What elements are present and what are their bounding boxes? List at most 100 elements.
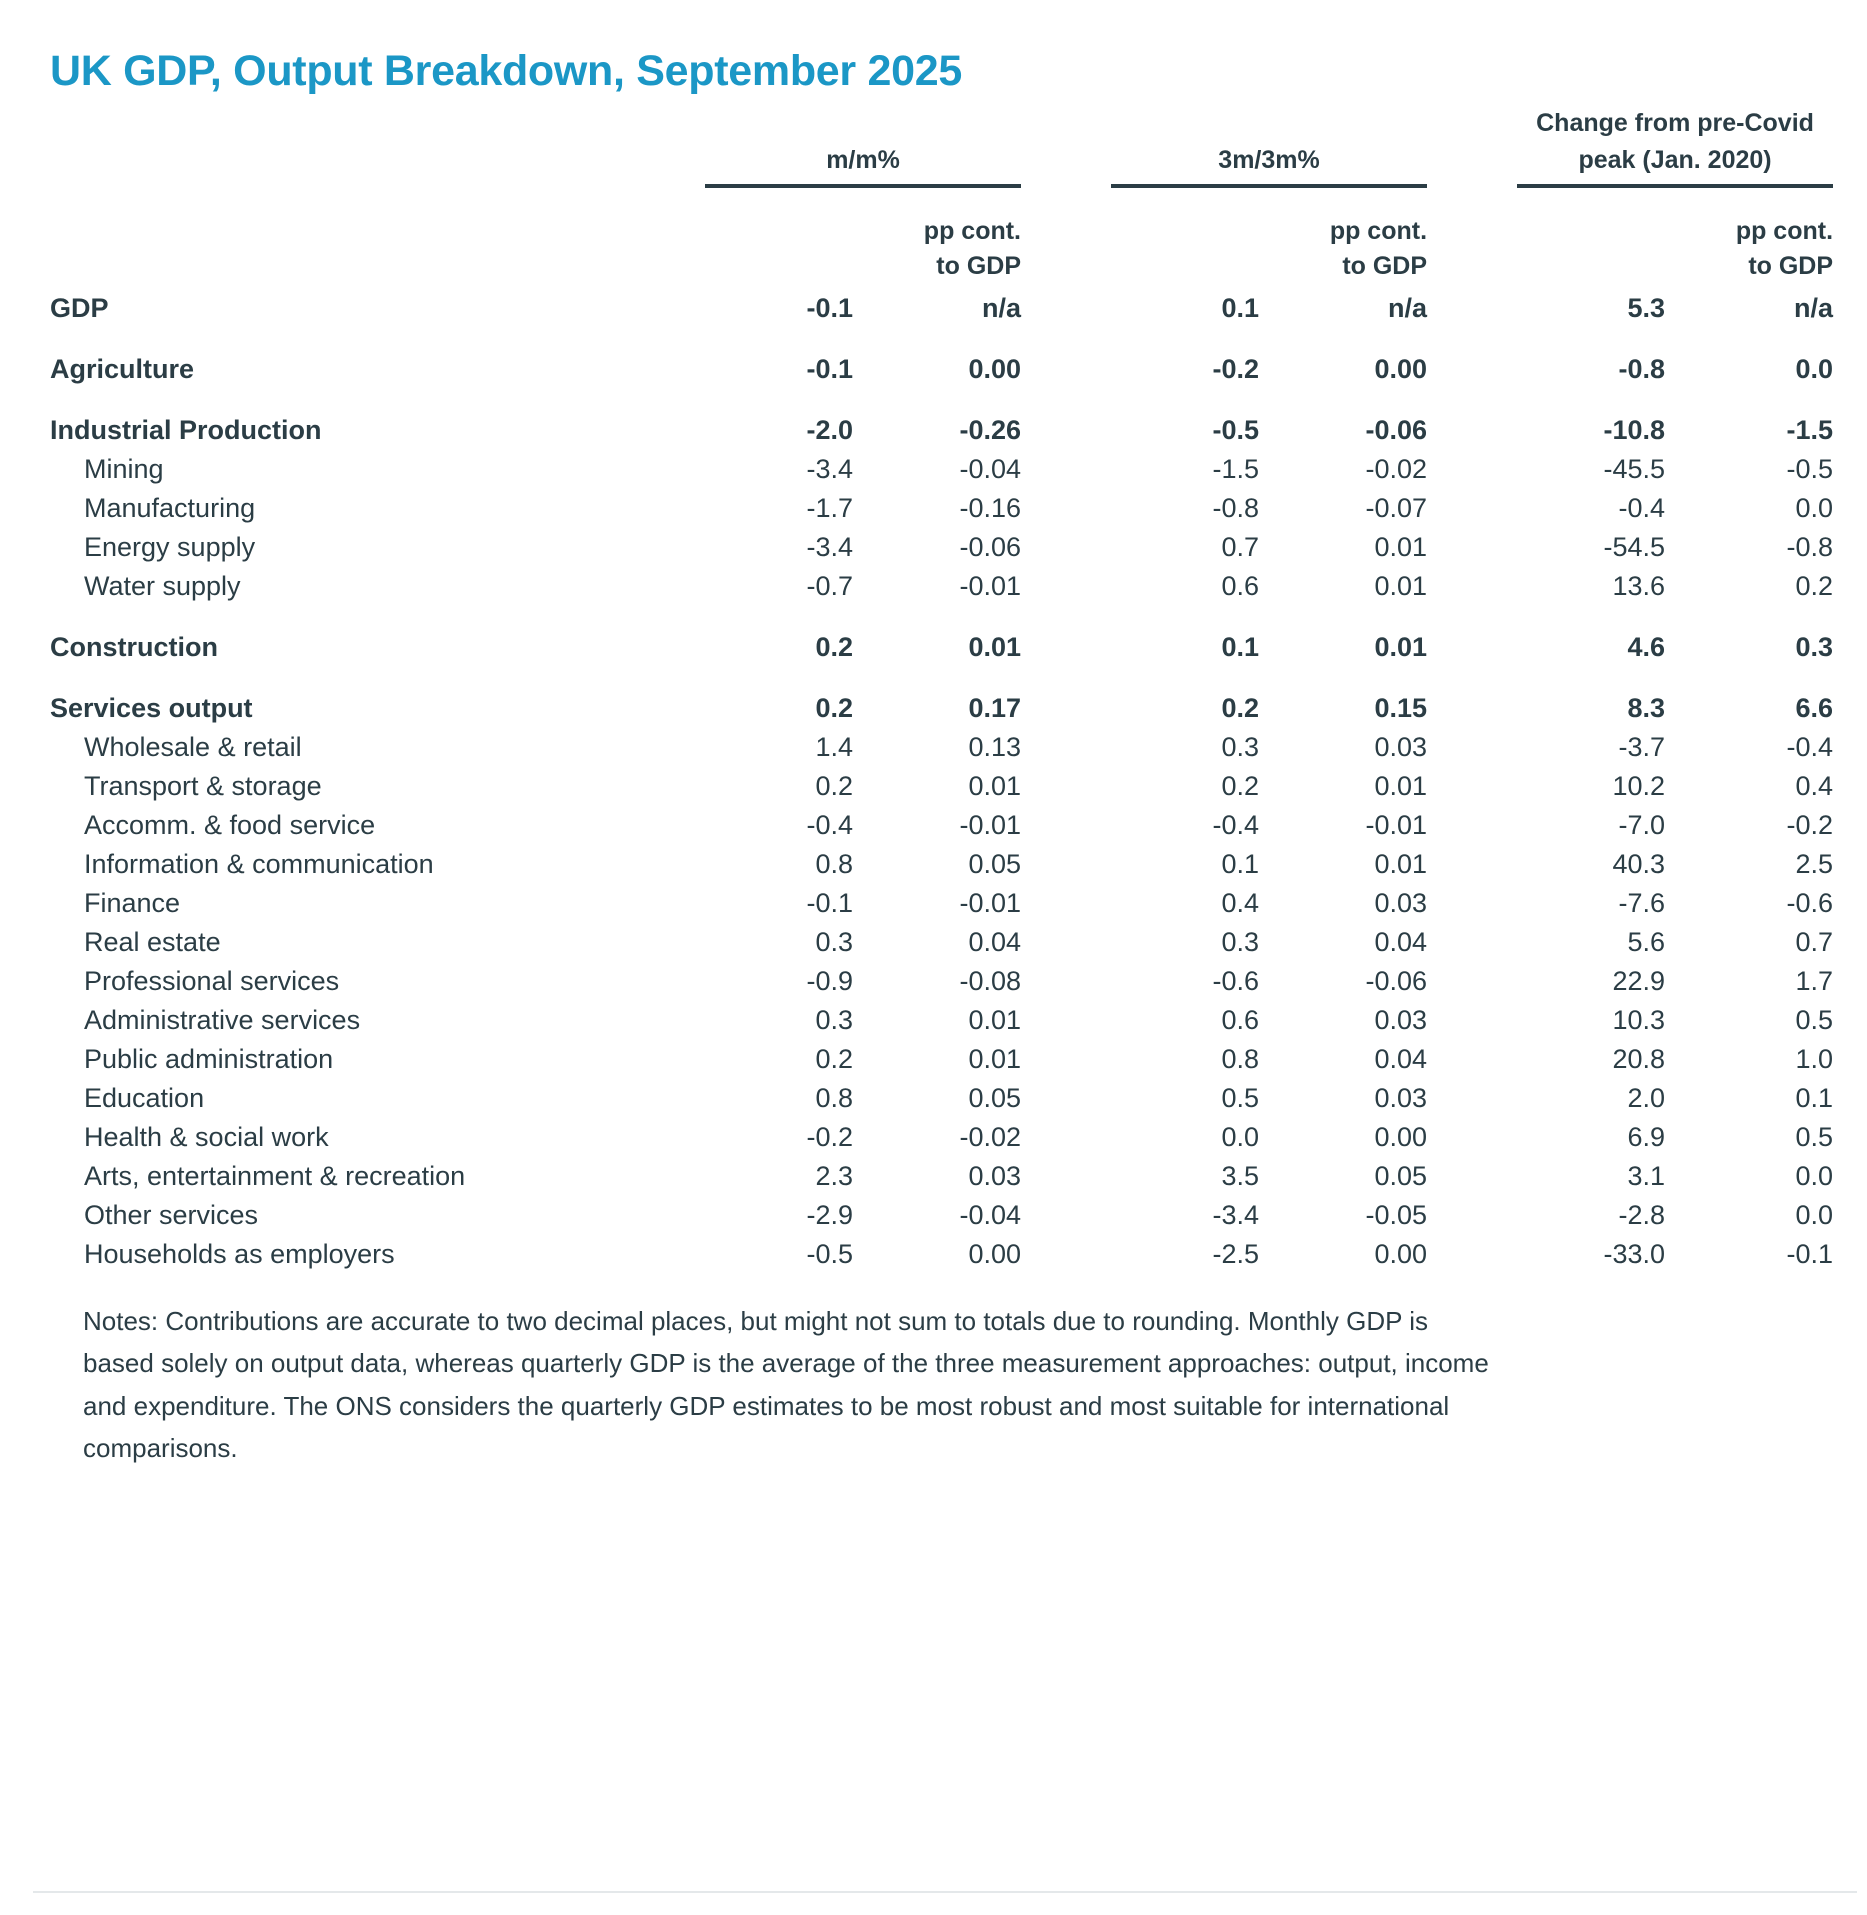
row-value: -0.2 <box>806 1121 853 1152</box>
row-gap <box>1427 1157 1517 1196</box>
row-value: 20.8 <box>1612 1043 1666 1074</box>
header-sub-mm-contribution: pp cont. to GDP <box>923 216 1022 281</box>
row-gap <box>1427 962 1517 1001</box>
row-value: 0.00 <box>1374 1238 1428 1269</box>
row-value: 0.8 <box>815 848 853 879</box>
row-value: 5.6 <box>1627 926 1666 957</box>
page-title: UK GDP, Output Breakdown, September 2025 <box>50 47 962 95</box>
row-value: -0.26 <box>959 414 1022 445</box>
row-value: 0.03 <box>1374 1082 1428 1113</box>
header-sub-3m3m-contribution: pp cont. to GDP <box>1329 216 1428 281</box>
row-value: 2.0 <box>1627 1082 1666 1113</box>
row-value: -0.6 <box>1786 887 1834 918</box>
row-spacer-cell <box>50 328 1833 350</box>
row-value: 0.04 <box>1374 926 1428 957</box>
row-value: 0.0 <box>1795 353 1834 384</box>
row-value: 0.05 <box>1374 1160 1428 1191</box>
table-row: Mining -3.4 -0.04 -1.5 -0.02 -45.5 -0.5 <box>50 450 1833 489</box>
row-value: 0.3 <box>815 1004 853 1035</box>
row-value: -0.07 <box>1365 492 1428 523</box>
row-label: Transport & storage <box>84 770 322 801</box>
row-value: 0.6 <box>1221 1004 1260 1035</box>
row-gap <box>1021 411 1111 450</box>
row-value: 0.03 <box>1374 1004 1428 1035</box>
row-gap <box>1427 1235 1517 1274</box>
table-notes: Notes: Contributions are accurate to two… <box>83 1305 1489 1463</box>
row-value: 4.6 <box>1627 631 1666 662</box>
row-value: -0.02 <box>959 1121 1022 1152</box>
row-value: 0.3 <box>815 926 853 957</box>
row-value: 0.2 <box>1795 570 1834 601</box>
row-label: Wholesale & retail <box>84 731 302 762</box>
table-row: Agriculture -0.1 0.00 -0.2 0.00 -0.8 0.0 <box>50 350 1833 389</box>
row-value: -0.8 <box>1618 353 1666 384</box>
row-value: 10.3 <box>1612 1004 1666 1035</box>
row-value: -0.02 <box>1365 453 1428 484</box>
header-rule-mm <box>705 183 1022 188</box>
row-value: 0.17 <box>968 692 1022 723</box>
row-value: 0.1 <box>1221 631 1260 662</box>
row-label: Arts, entertainment & recreation <box>84 1160 466 1191</box>
row-value: -0.1 <box>806 292 853 323</box>
table-row: Water supply -0.7 -0.01 0.6 0.01 13.6 0.2 <box>50 567 1833 606</box>
row-value: 0.03 <box>1374 887 1428 918</box>
row-value: 10.2 <box>1612 770 1666 801</box>
row-label: Administrative services <box>84 1004 361 1035</box>
row-spacer <box>50 606 1833 628</box>
row-value: 0.5 <box>1795 1004 1834 1035</box>
row-value: 0.01 <box>1374 770 1428 801</box>
row-gap <box>1021 1079 1111 1118</box>
row-label: Construction <box>50 631 218 662</box>
row-value: -7.6 <box>1618 887 1666 918</box>
row-label: Finance <box>84 887 181 918</box>
row-value: 0.04 <box>968 926 1022 957</box>
header-sub-gap-1 <box>1021 188 1111 289</box>
row-value: 1.0 <box>1795 1043 1834 1074</box>
row-value: 0.05 <box>968 1082 1022 1113</box>
row-value: -0.06 <box>1365 965 1428 996</box>
row-value: -0.01 <box>959 887 1022 918</box>
gdp-output-breakdown-table: m/m% 3m/3m% Change from pre-Covid peak (… <box>50 105 1834 1274</box>
row-gap <box>1021 528 1111 567</box>
row-value: 0.01 <box>1374 631 1428 662</box>
table-row: Accomm. & food service -0.4 -0.01 -0.4 -0.01… <box>50 806 1833 845</box>
row-label: Mining <box>84 453 164 484</box>
row-value: 0.05 <box>968 848 1022 879</box>
row-gap <box>1021 1235 1111 1274</box>
row-gap <box>1021 1001 1111 1040</box>
table-row: Information & communication 0.8 0.05 0.1 0.0… <box>50 845 1833 884</box>
row-value: -3.4 <box>806 453 853 484</box>
row-value: 40.3 <box>1612 848 1666 879</box>
table-row: Health & social work -0.2 -0.02 0.0 0.00 6.9 0… <box>50 1118 1833 1157</box>
bottom-divider <box>33 1891 1857 1893</box>
row-spacer-cell <box>50 606 1833 628</box>
row-gap <box>1427 1040 1517 1079</box>
table-row: Construction 0.2 0.01 0.1 0.01 4.6 0.3 <box>50 628 1833 667</box>
row-value: -0.16 <box>959 492 1022 523</box>
row-value: 13.6 <box>1612 570 1666 601</box>
row-value: -1.7 <box>806 492 853 523</box>
row-gap <box>1021 845 1111 884</box>
row-label: Energy supply <box>84 531 256 562</box>
row-value: -0.6 <box>1212 965 1260 996</box>
row-value: 0.0 <box>1795 492 1834 523</box>
row-value: 0.00 <box>1374 353 1428 384</box>
row-value: -0.4 <box>806 809 853 840</box>
row-value: 0.1 <box>1221 848 1260 879</box>
row-spacer <box>50 389 1833 411</box>
row-spacer <box>50 328 1833 350</box>
header-sub-gap-2 <box>1427 188 1517 289</box>
row-gap <box>1427 489 1517 528</box>
table-row: Households as employers -0.5 0.00 -2.5 0.00 -… <box>50 1235 1833 1274</box>
row-label: Education <box>84 1082 205 1113</box>
row-value: -0.01 <box>959 570 1022 601</box>
row-value: 0.0 <box>1795 1160 1834 1191</box>
row-gap <box>1427 1118 1517 1157</box>
table-row: Public administration 0.2 0.01 0.8 0.04 20.8 1… <box>50 1040 1833 1079</box>
row-label: Accomm. & food service <box>84 809 376 840</box>
row-value: -0.05 <box>1365 1199 1428 1230</box>
row-value: 0.2 <box>815 1043 853 1074</box>
row-value: 0.8 <box>1221 1043 1260 1074</box>
row-value: 0.01 <box>1374 570 1428 601</box>
row-gap <box>1021 689 1111 728</box>
